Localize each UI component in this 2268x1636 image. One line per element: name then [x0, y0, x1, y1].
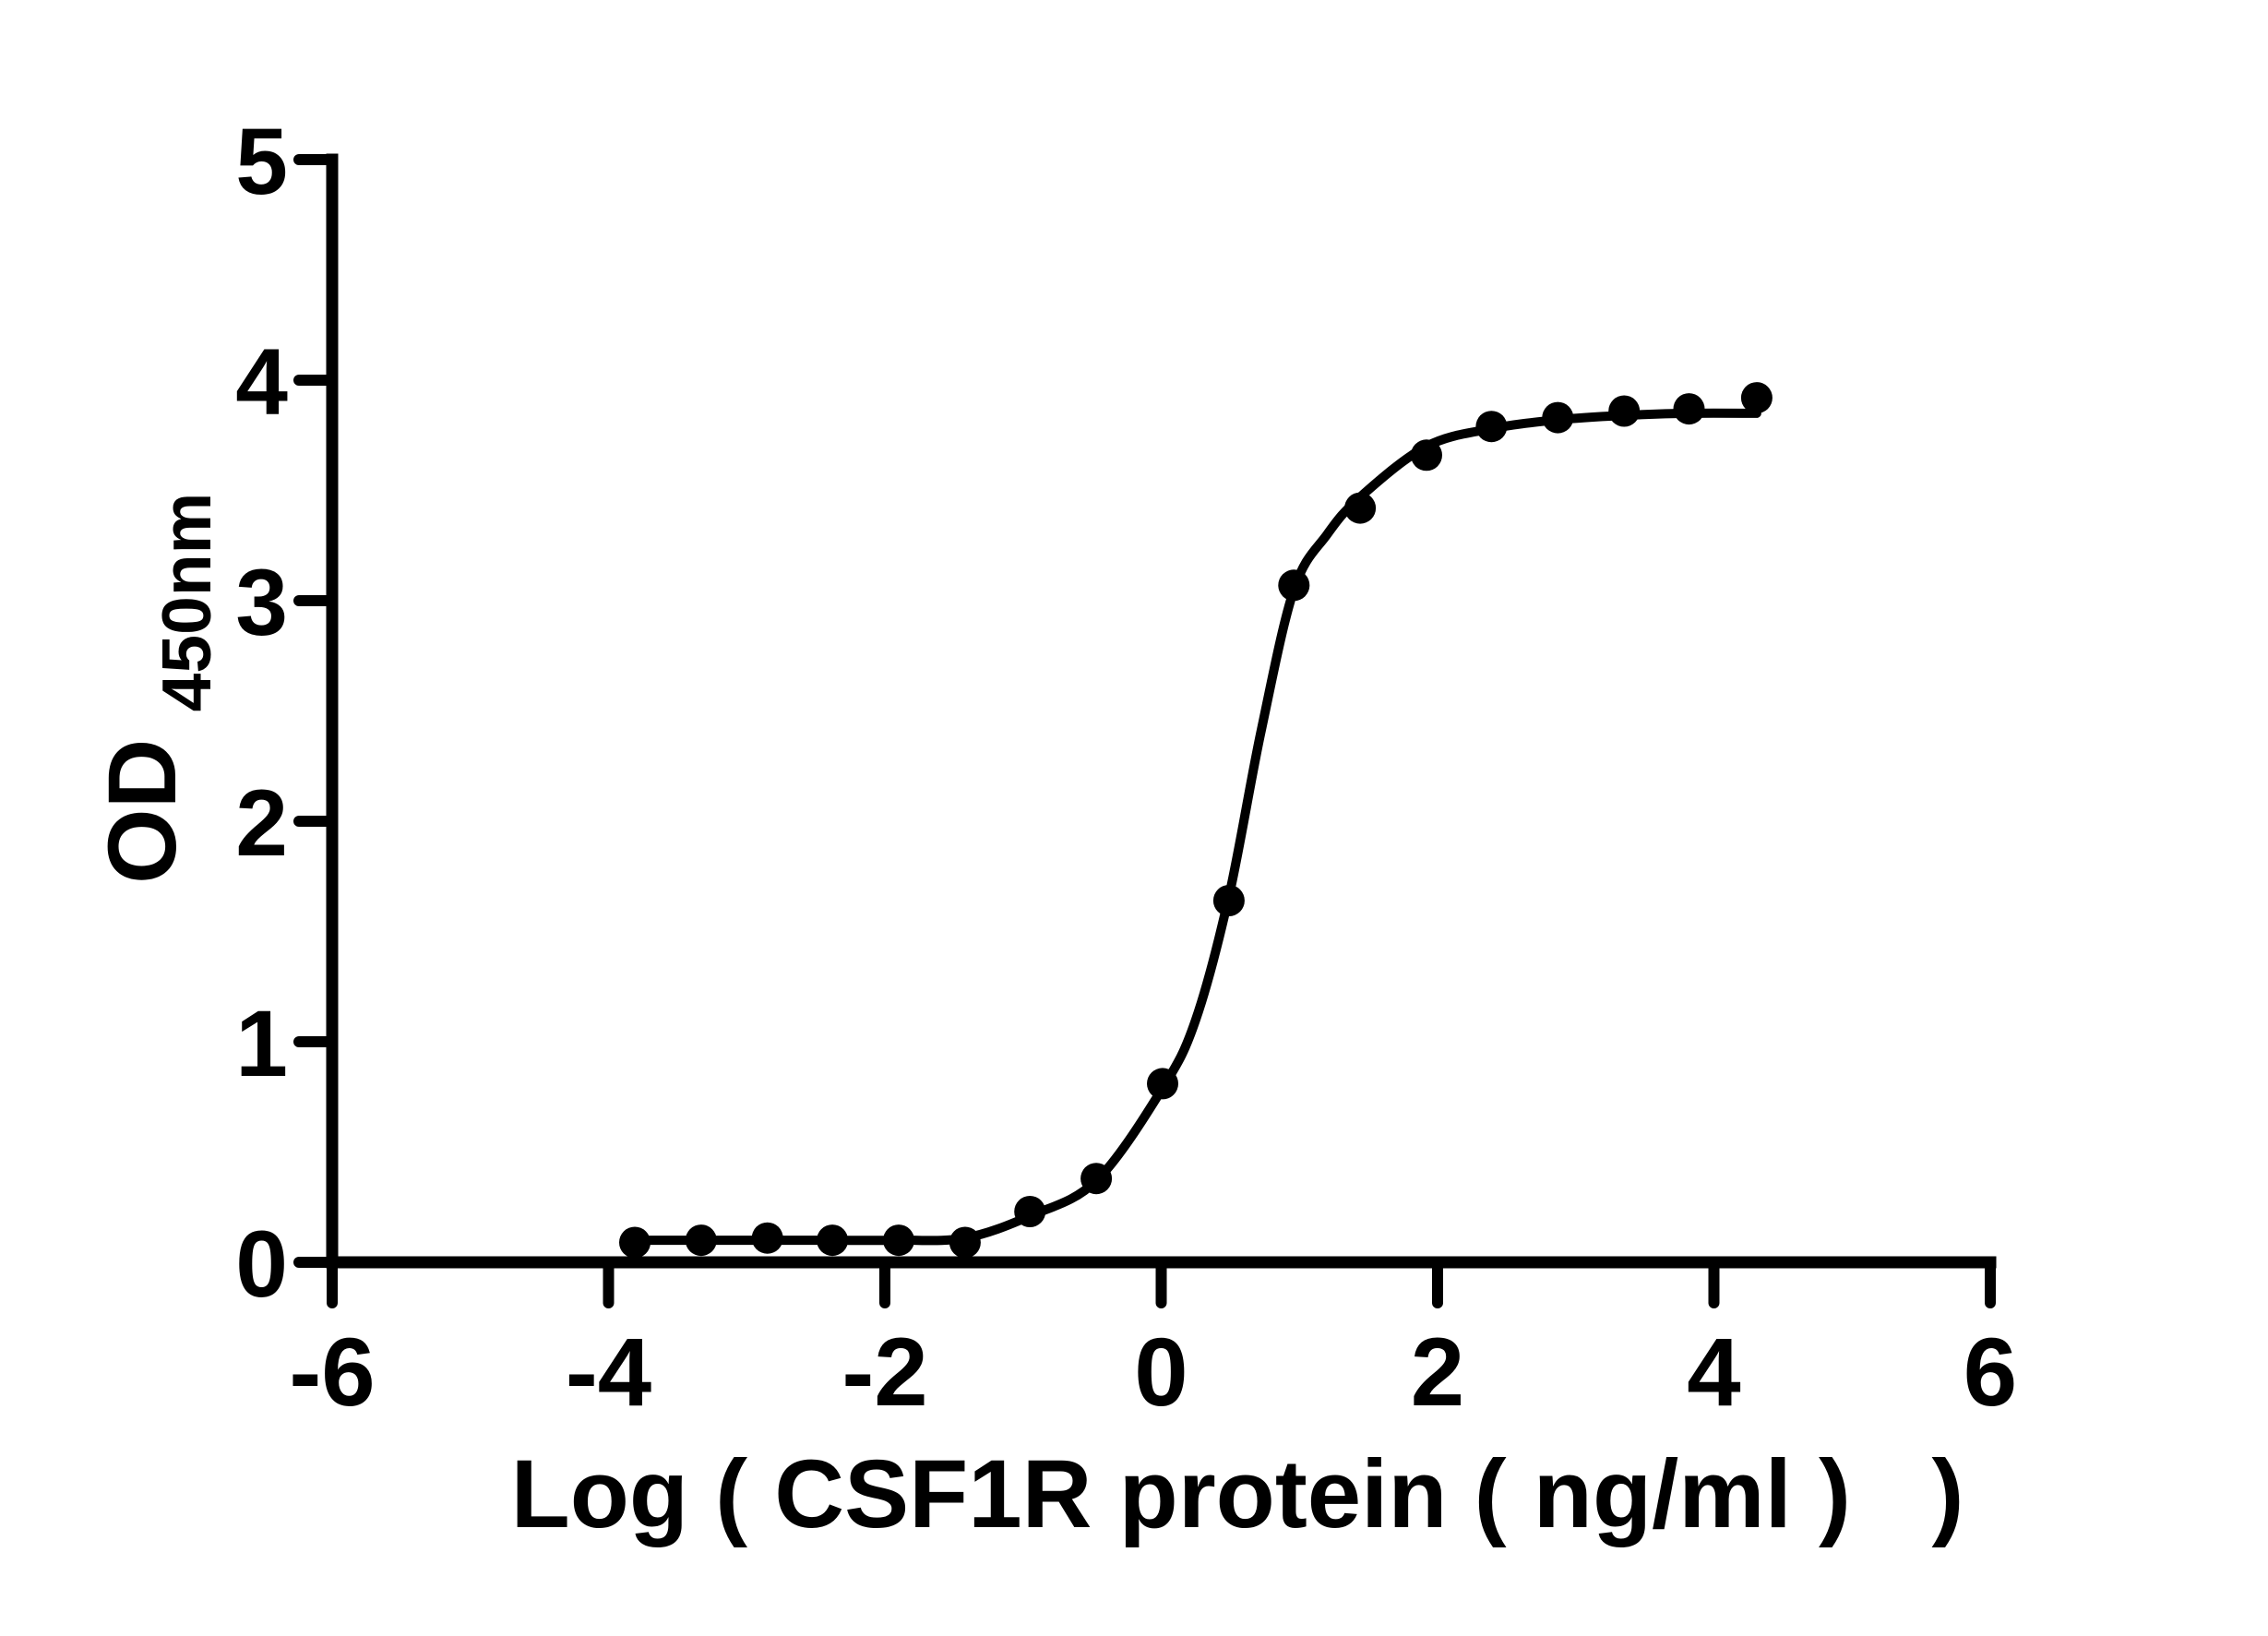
data-point: [619, 1226, 651, 1259]
data-point: [883, 1224, 914, 1257]
y-tick-label: 1: [235, 991, 288, 1096]
x-axis-ticks: [327, 1259, 1996, 1308]
data-points: [619, 382, 1773, 1259]
data-point: [751, 1222, 783, 1254]
y-axis-title: OD 450nm: [89, 493, 225, 884]
y-tick-label: 0: [235, 1212, 288, 1317]
y-tick-label: 3: [235, 550, 288, 655]
data-point: [1080, 1163, 1113, 1195]
data-point: [1212, 885, 1245, 916]
x-tick-label: 2: [1411, 1319, 1464, 1427]
data-point: [1344, 492, 1377, 524]
y-axis-ticks: [293, 154, 336, 1268]
y-tick-label: 5: [235, 109, 288, 214]
data-point: [1740, 382, 1773, 414]
data-point: [949, 1226, 981, 1259]
x-tick-label: 0: [1134, 1319, 1188, 1427]
data-point: [817, 1224, 849, 1257]
data-point: [1608, 395, 1641, 427]
fit-curve-line: [630, 408, 1761, 1246]
x-tick-label: -4: [566, 1319, 651, 1427]
y-tick-label: 4: [235, 329, 288, 435]
data-point: [1475, 411, 1508, 443]
x-tick-label: -2: [842, 1319, 927, 1427]
data-point: [1147, 1068, 1178, 1100]
y-axis-title-sub: 450nm: [148, 493, 225, 712]
data-point: [685, 1224, 717, 1257]
y-axis-tick-labels: 0 1 2 3 4 5: [235, 109, 288, 1317]
x-axis-title: Log ( CSF1R protein ( ng/ml ) ): [511, 1440, 1964, 1548]
data-point: [1542, 401, 1574, 434]
data-point: [1673, 393, 1705, 425]
x-tick-label: 4: [1687, 1319, 1740, 1427]
x-tick-label: 6: [1964, 1319, 2017, 1427]
x-tick-label: -6: [289, 1319, 375, 1427]
data-point: [1014, 1196, 1046, 1227]
data-point: [1411, 439, 1442, 472]
y-axis-title-main: OD: [89, 739, 197, 885]
data-point: [1278, 569, 1310, 602]
y-tick-label: 2: [235, 770, 288, 876]
x-axis-tick-labels: -6 -4 -2 0 2 4 6: [289, 1319, 2017, 1427]
